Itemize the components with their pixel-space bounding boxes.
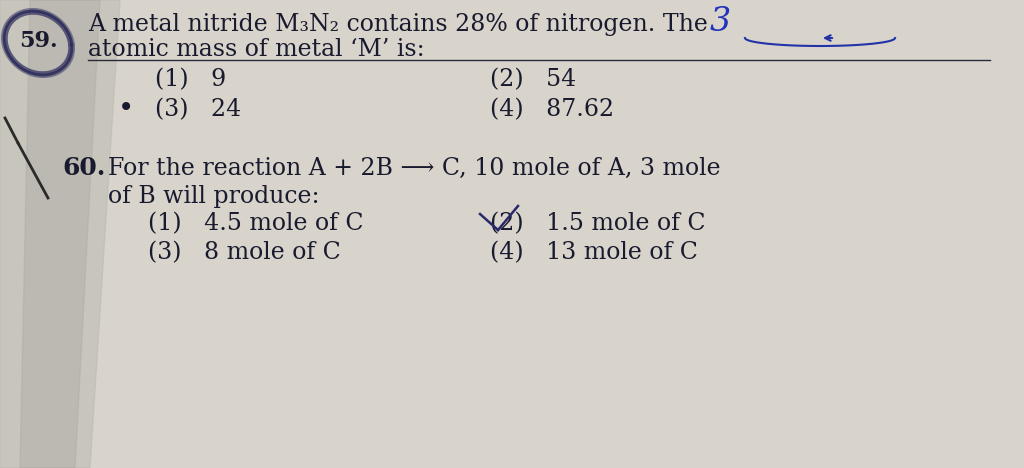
Text: A metal nitride M₃N₂ contains 28% of nitrogen. The: A metal nitride M₃N₂ contains 28% of nit… — [88, 14, 708, 37]
Text: 3: 3 — [710, 6, 731, 38]
Text: (4)   87.62: (4) 87.62 — [490, 98, 614, 122]
Polygon shape — [20, 0, 100, 468]
Text: 59.: 59. — [18, 30, 57, 52]
Text: (1)   4.5 mole of C: (1) 4.5 mole of C — [148, 212, 364, 235]
Text: (4)   13 mole of C: (4) 13 mole of C — [490, 241, 698, 264]
Text: For the reaction A + 2B ⟶ C, 10 mole of A, 3 mole: For the reaction A + 2B ⟶ C, 10 mole of … — [108, 156, 721, 180]
Text: (2)   54: (2) 54 — [490, 68, 577, 92]
Text: (3)   24: (3) 24 — [155, 98, 242, 122]
Polygon shape — [0, 0, 120, 468]
Text: of B will produce:: of B will produce: — [108, 184, 319, 207]
Text: atomic mass of metal ‘M’ is:: atomic mass of metal ‘M’ is: — [88, 38, 425, 61]
Text: 60.: 60. — [62, 156, 105, 180]
Text: (3)   8 mole of C: (3) 8 mole of C — [148, 241, 341, 264]
Text: •: • — [118, 96, 134, 124]
Text: (2)   1.5 mole of C: (2) 1.5 mole of C — [490, 212, 706, 235]
Text: (1)   9: (1) 9 — [155, 68, 226, 92]
